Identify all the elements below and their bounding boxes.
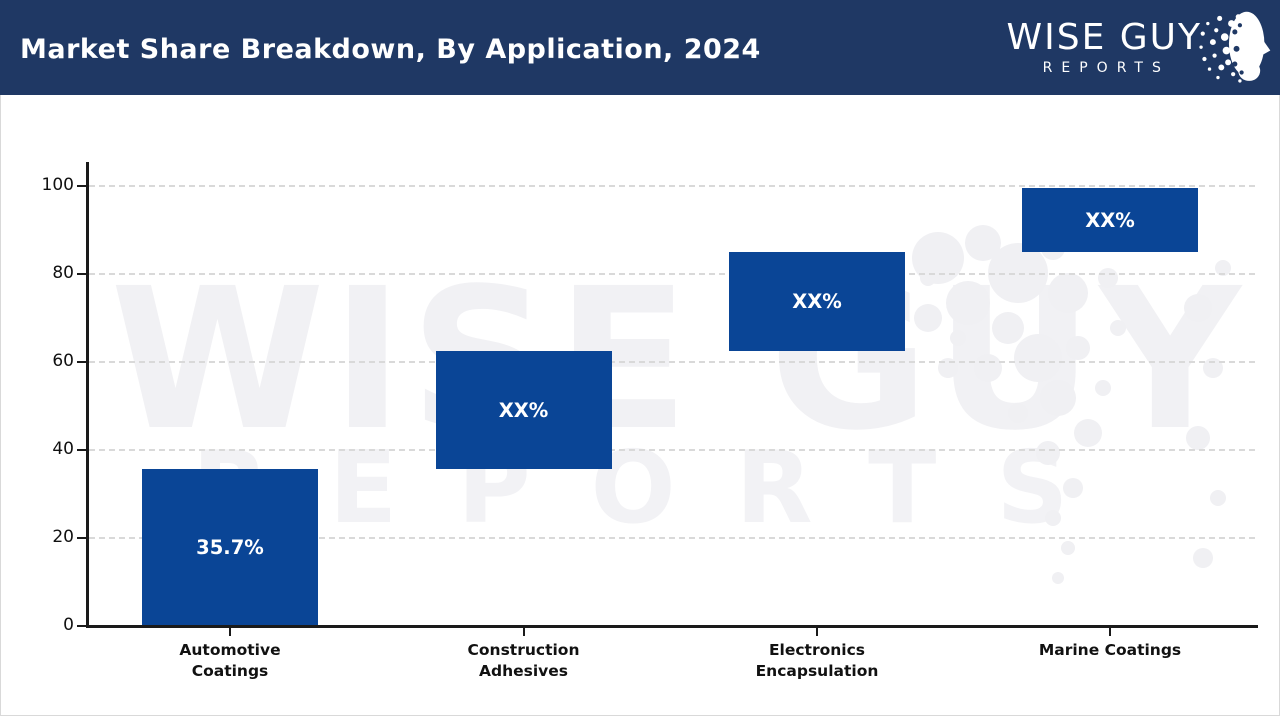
x-category-label: Electronics Encapsulation bbox=[755, 641, 879, 680]
logo-text: WISE GUY REPORTS bbox=[1007, 19, 1203, 77]
bar-segment: XX% bbox=[1022, 188, 1198, 252]
bar-value-label: XX% bbox=[498, 398, 549, 422]
page-title: Market Share Breakdown, By Application, … bbox=[20, 34, 761, 65]
y-tick-label: 80 bbox=[52, 263, 74, 283]
y-gridline bbox=[89, 449, 1255, 451]
y-tick-mark bbox=[77, 625, 86, 627]
logo-subtext: REPORTS bbox=[1042, 60, 1170, 76]
y-tick-mark bbox=[77, 537, 86, 539]
bar-segment: XX% bbox=[729, 252, 905, 351]
y-gridline bbox=[89, 537, 1255, 539]
watermark-head-icon bbox=[912, 225, 1231, 584]
x-tick-mark bbox=[522, 628, 525, 636]
y-axis-line bbox=[86, 162, 89, 628]
x-axis-line bbox=[86, 625, 1258, 628]
y-gridline bbox=[89, 185, 1255, 187]
bar-value-label: XX% bbox=[792, 290, 842, 313]
y-tick-label: 40 bbox=[52, 439, 74, 459]
x-category-label: Automotive Coatings bbox=[179, 641, 281, 680]
y-tick-label: 60 bbox=[52, 351, 74, 371]
wise-guy-logo: WISE GUY REPORTS bbox=[1007, 4, 1273, 92]
head-silhouette-icon bbox=[1199, 11, 1271, 83]
y-tick-mark bbox=[77, 449, 86, 451]
x-tick-mark bbox=[816, 628, 818, 636]
y-tick-label: 0 bbox=[63, 615, 74, 635]
y-tick-mark bbox=[77, 273, 86, 275]
x-tick-mark bbox=[1109, 628, 1111, 636]
logo-wordmark: WISE GUY bbox=[1006, 17, 1202, 58]
bar-segment: XX% bbox=[435, 351, 612, 469]
y-tick-mark bbox=[77, 361, 86, 363]
y-tick-label: 20 bbox=[52, 527, 74, 547]
y-tick-mark bbox=[77, 185, 86, 187]
bar-segment: 35.7% bbox=[142, 469, 318, 626]
y-tick-label: 100 bbox=[41, 175, 74, 195]
bar-value-label: XX% bbox=[1085, 208, 1135, 232]
x-category-label: Marine Coatings bbox=[1038, 641, 1182, 659]
header: Market Share Breakdown, By Application, … bbox=[0, 0, 1280, 95]
y-gridline bbox=[89, 361, 1255, 363]
y-gridline bbox=[89, 273, 1255, 275]
bar-value-label: 35.7% bbox=[196, 536, 264, 559]
watermark-subtext: REPORTS bbox=[192, 429, 1129, 546]
x-tick-mark bbox=[229, 628, 231, 636]
x-category-label: Construction Adhesives bbox=[467, 641, 580, 680]
